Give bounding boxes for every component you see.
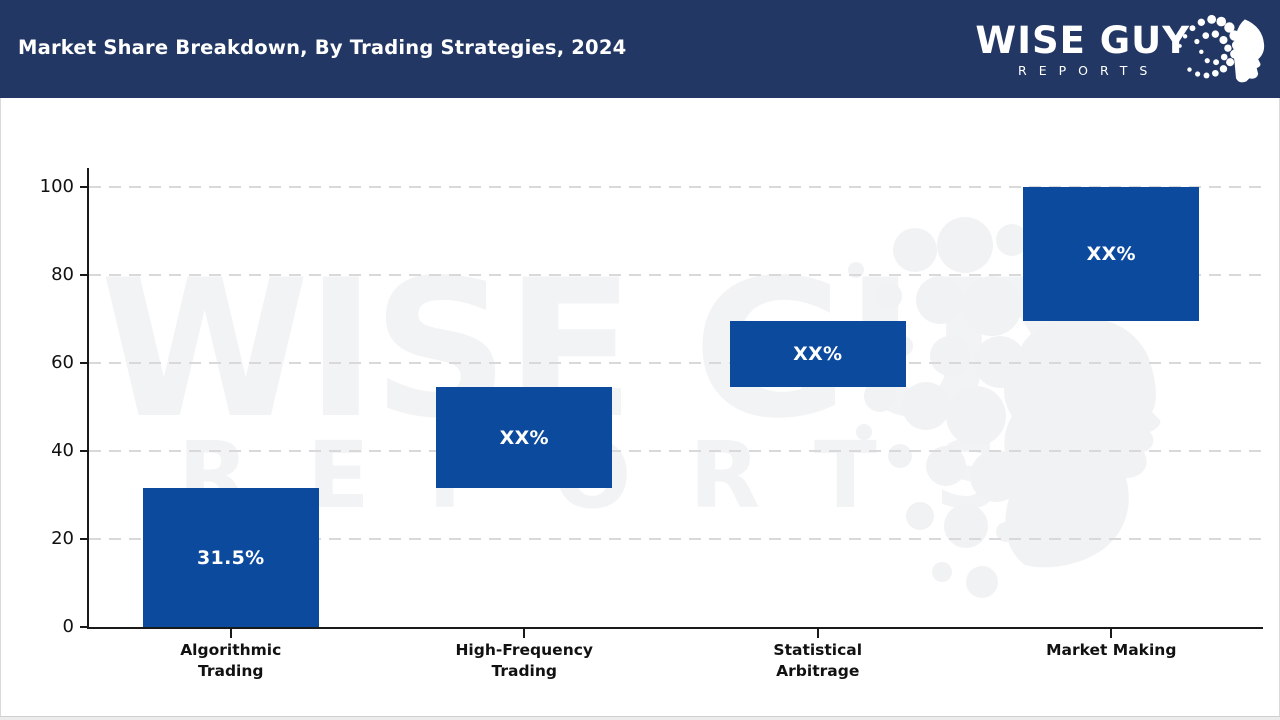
- bar-value-label: XX%: [499, 426, 549, 449]
- logo-reports-label: REPORTS: [1018, 63, 1160, 78]
- y-axis-tick-label: 80: [51, 264, 74, 285]
- x-axis-line: [87, 627, 1263, 629]
- y-axis-tick: [80, 186, 88, 188]
- y-axis-tick-label: 20: [51, 528, 74, 549]
- gridline-y40: [89, 450, 1262, 452]
- bar-market-making: XX%: [1023, 187, 1200, 322]
- logo-text: WISE GUY REPORTS: [975, 22, 1190, 78]
- y-axis-tick-label: 60: [51, 352, 74, 373]
- bar-value-label: XX%: [1086, 243, 1136, 266]
- y-axis-tick-label: 100: [39, 176, 74, 197]
- y-axis-tick: [80, 450, 88, 452]
- bar-statistical-arbitrage: XX%: [729, 321, 906, 388]
- frame-bottom-border: [0, 716, 1280, 720]
- y-axis-tick: [80, 538, 88, 540]
- gridline-y60: [89, 362, 1262, 364]
- gridline-y20: [89, 538, 1262, 540]
- bar-value-label: 31.5%: [197, 546, 265, 569]
- wise-guy-reports-logo: WISE GUY REPORTS: [975, 8, 1270, 92]
- category-label: Statistical Arbitrage: [773, 641, 863, 680]
- frame-left-border: [0, 98, 1, 720]
- y-axis-tick: [80, 274, 88, 276]
- gridline-y80: [89, 274, 1262, 276]
- category-label: Market Making: [1046, 641, 1177, 659]
- header-bar: Market Share Breakdown, By Trading Strat…: [0, 0, 1280, 98]
- category-label: High-Frequency Trading: [455, 641, 594, 680]
- x-axis-tick: [1110, 629, 1113, 638]
- y-axis-line: [87, 168, 89, 629]
- logo-face-icon: [1178, 14, 1265, 83]
- y-axis-tick: [80, 626, 88, 628]
- page-title: Market Share Breakdown, By Trading Strat…: [18, 36, 627, 59]
- y-axis-tick-label: 40: [51, 440, 74, 461]
- category-label: Algorithmic Trading: [180, 641, 282, 680]
- x-axis-tick: [229, 629, 232, 638]
- y-axis-tick-label: 0: [62, 616, 74, 637]
- x-axis-tick: [816, 629, 819, 638]
- gridline-y100: [89, 186, 1262, 188]
- logo-wiseguy-label: WISE GUY: [975, 19, 1190, 62]
- bar-value-label: XX%: [793, 343, 843, 366]
- y-axis-tick: [80, 362, 88, 364]
- bar-high-frequency-trading: XX%: [436, 387, 613, 489]
- bar-algorithmic-trading: 31.5%: [142, 488, 319, 627]
- x-axis-tick: [523, 629, 526, 638]
